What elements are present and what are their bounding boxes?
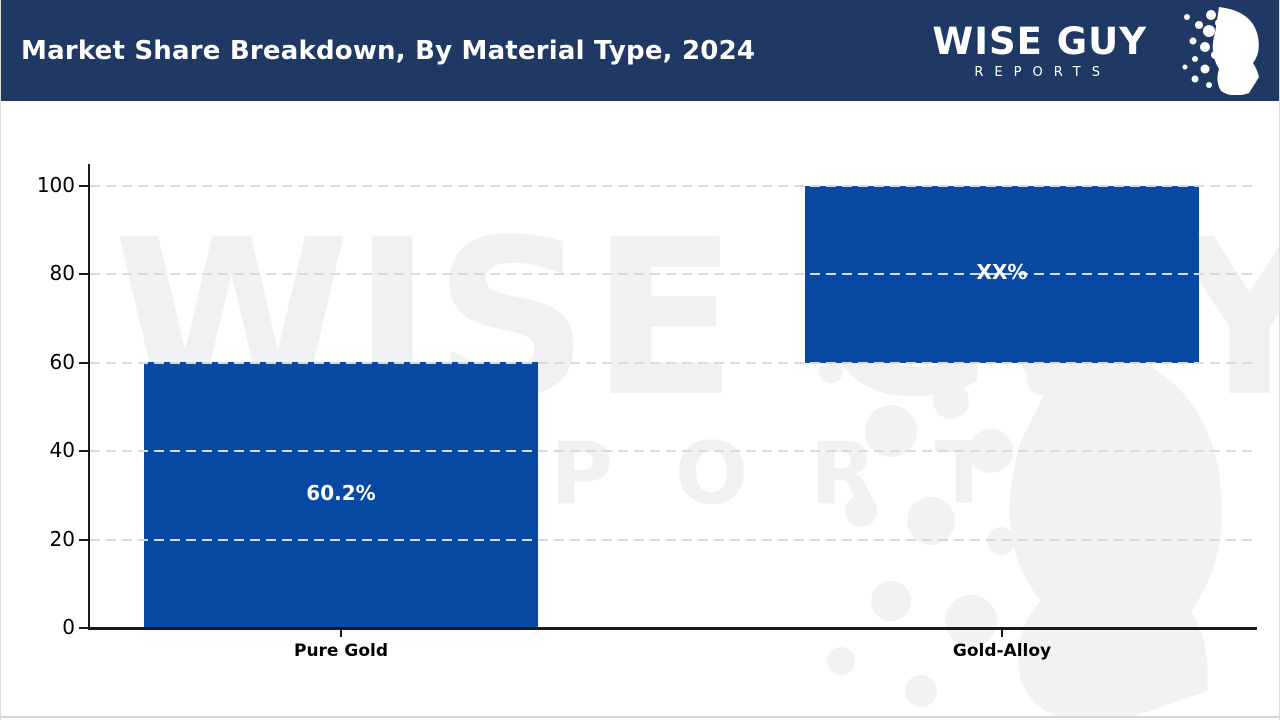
y-axis-tick	[79, 627, 88, 629]
y-gridline	[90, 361, 1256, 364]
bar-pure-gold	[144, 361, 538, 628]
x-axis-category-label: Pure Gold	[293, 641, 389, 661]
bar-value-label: XX%	[976, 260, 1028, 285]
bottom-border-rule	[1, 716, 1279, 718]
y-gridline	[90, 538, 1256, 541]
y-gridline	[90, 450, 1256, 453]
wiseguy-face-icon	[1149, 3, 1267, 99]
y-axis-tick-label: 80	[49, 261, 75, 286]
chart-title: Market Share Breakdown, By Material Type…	[21, 35, 756, 66]
wiseguy-logo-text: WISE GUY REPORTS	[932, 23, 1147, 79]
wiseguy-logo-subtitle: REPORTS	[974, 64, 1111, 80]
x-axis-spine	[88, 627, 1257, 630]
y-gridline	[90, 273, 1256, 276]
header-bar: Market Share Breakdown, By Material Type…	[1, 0, 1279, 101]
y-axis-tick-label: 0	[62, 615, 75, 639]
y-axis-tick	[79, 361, 88, 364]
x-axis-tick	[340, 630, 342, 637]
y-axis-tick	[79, 450, 88, 453]
y-axis-tick	[79, 273, 88, 276]
y-axis-tick-label: 20	[49, 526, 75, 551]
wiseguy-logo: WISE GUY REPORTS	[932, 0, 1267, 101]
y-axis-tick	[79, 185, 88, 187]
wiseguy-logo-wordmark: WISE GUY	[932, 19, 1147, 63]
x-axis-category-label: Gold-Alloy	[952, 641, 1052, 661]
y-axis-tick-label: 40	[49, 438, 75, 463]
y-gridline	[90, 185, 1256, 187]
y-axis-tick-label: 100	[36, 173, 75, 197]
y-axis-tick	[79, 538, 88, 541]
x-axis-tick	[1001, 630, 1003, 637]
bar-chart-plot-area: WISE GUY REPORTS 0 20 40 60 80 100 60.2% XX% Pur…	[1, 101, 1279, 717]
y-axis-tick-label: 60	[49, 349, 75, 374]
bar-value-label: 60.2%	[306, 480, 376, 505]
y-axis-spine	[88, 164, 90, 630]
